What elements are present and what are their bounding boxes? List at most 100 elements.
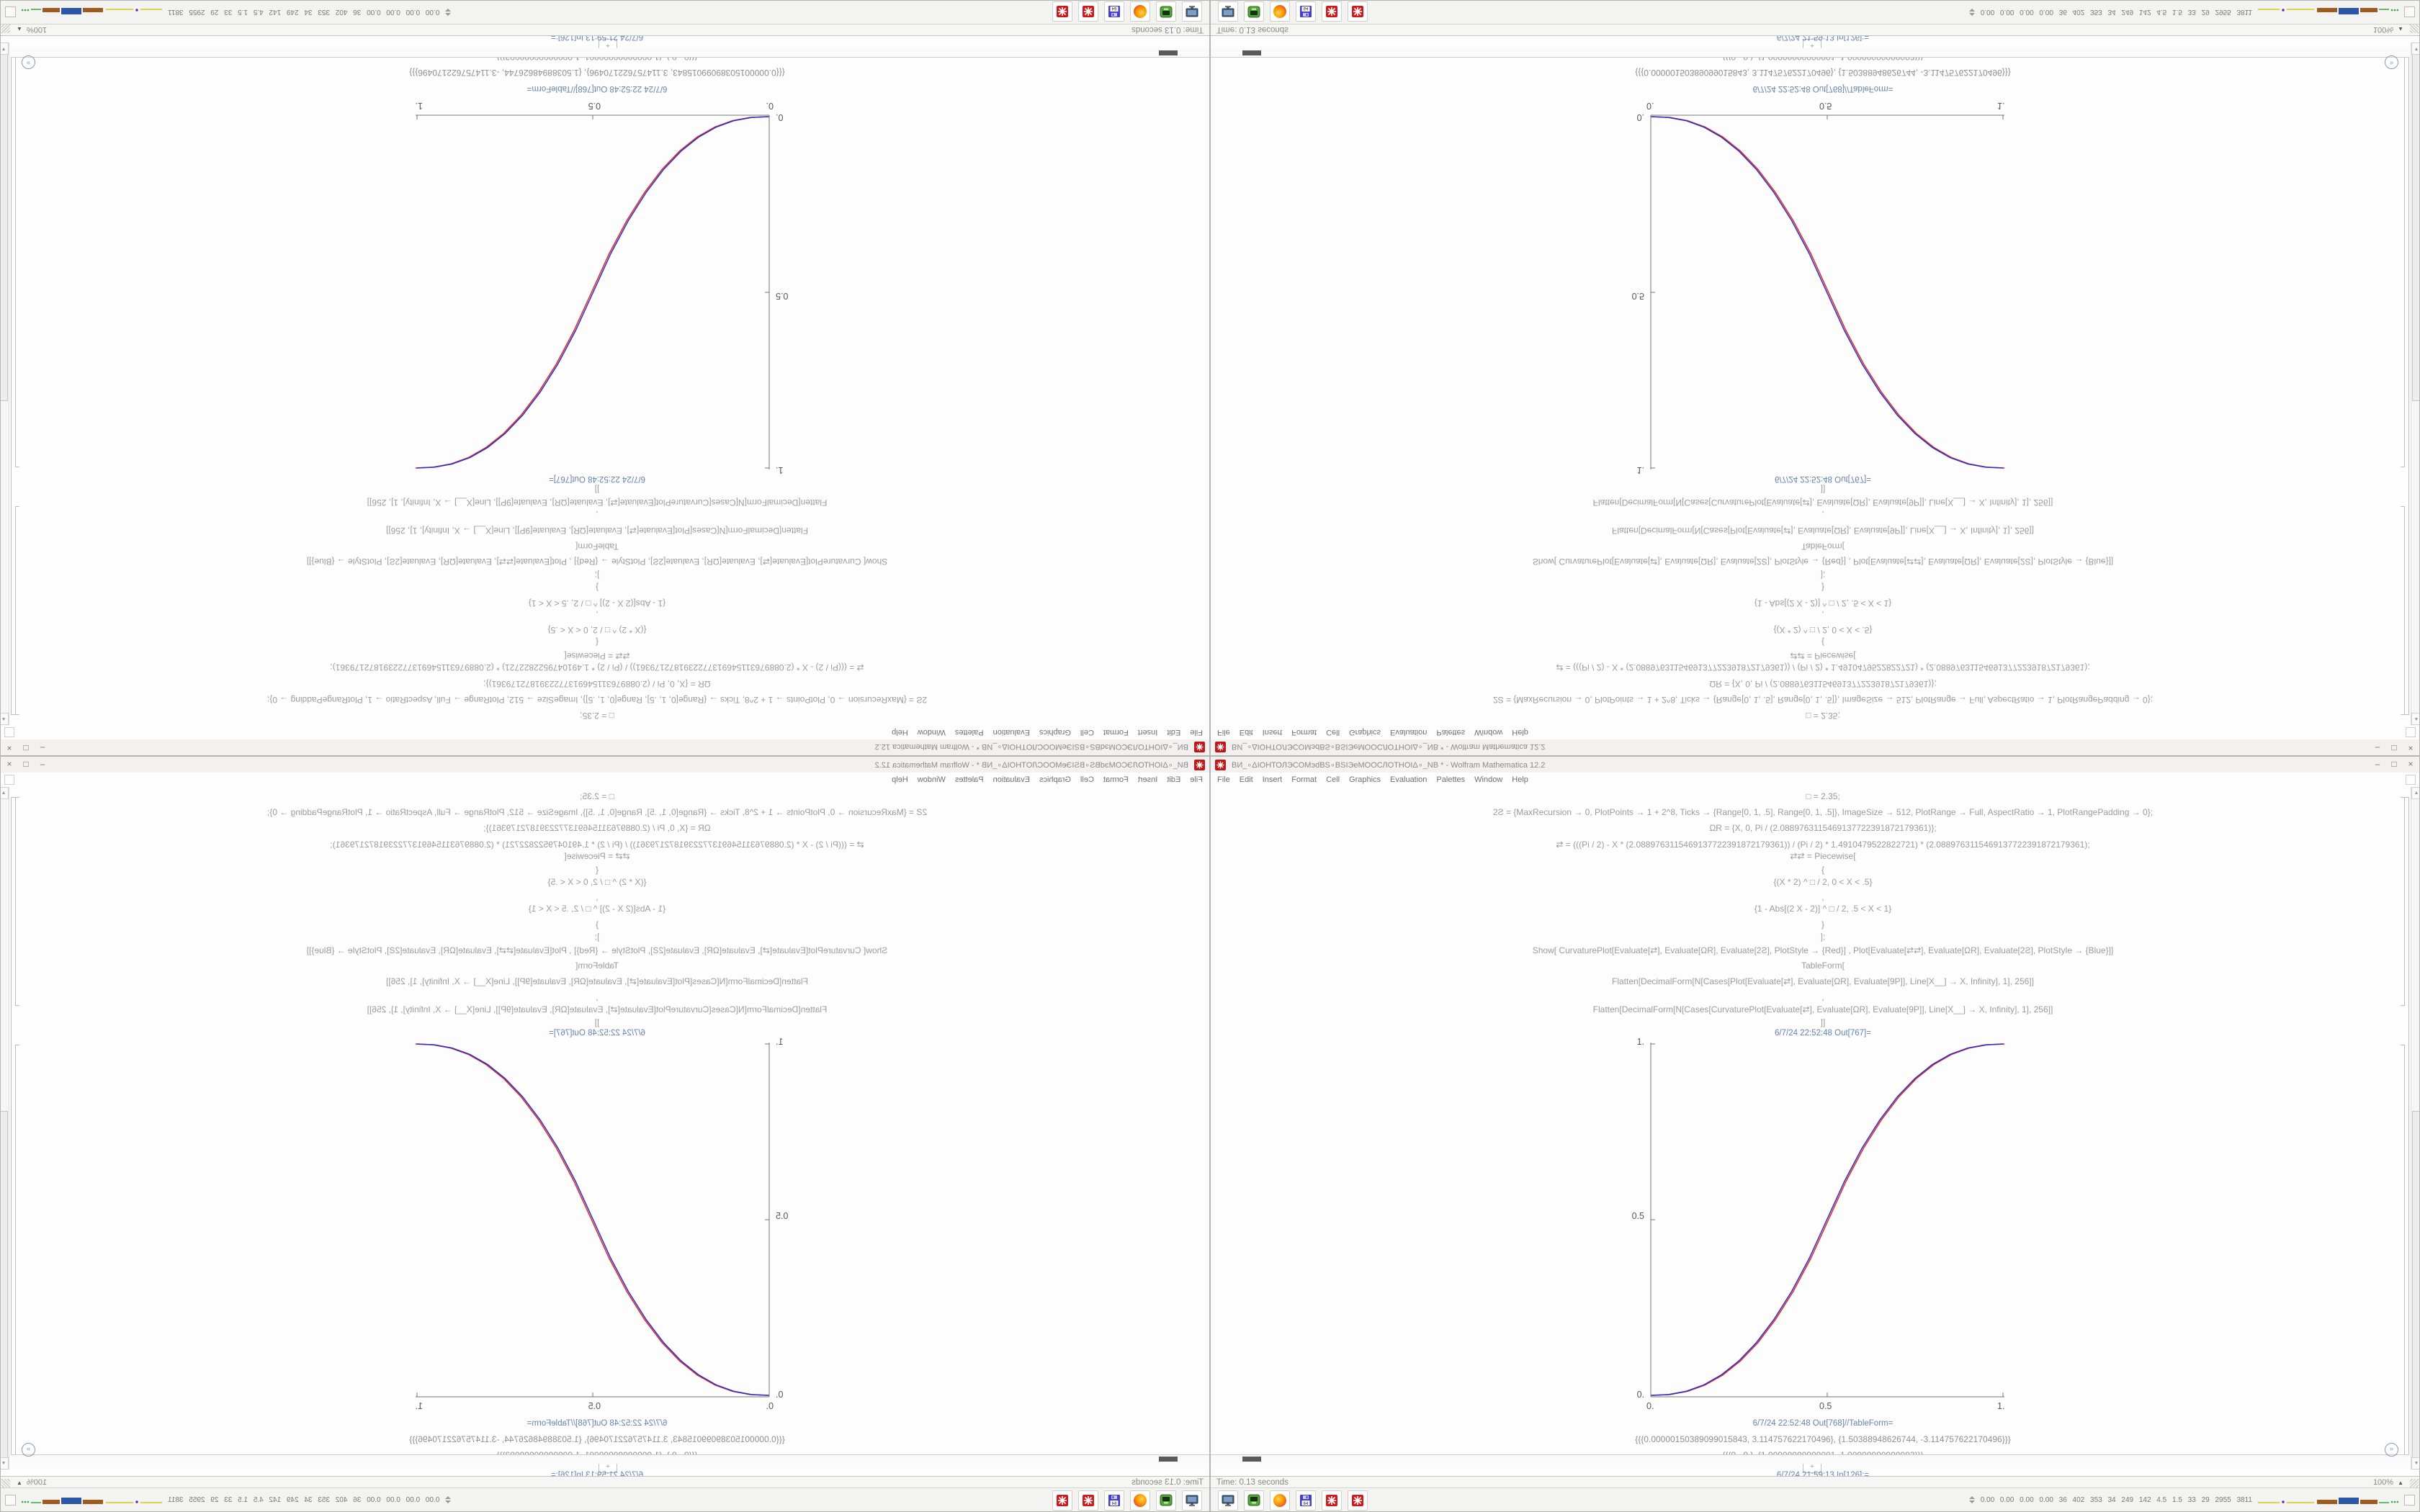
tray-collapse-icon[interactable] — [445, 1496, 452, 1503]
code-line[interactable]: } — [1821, 582, 1824, 593]
zoom-level[interactable]: 100% — [2372, 1478, 2394, 1487]
taskbar-item[interactable] — [1218, 1490, 1238, 1511]
close-button[interactable]: × — [2408, 743, 2414, 753]
taskbar-item[interactable]: 64 — [1104, 1490, 1124, 1511]
scroll-to-output-icon[interactable]: » — [22, 55, 35, 69]
close-button[interactable]: × — [6, 743, 12, 753]
code-line[interactable]: ]; — [1820, 570, 1826, 580]
menu-cell[interactable]: Cell — [1326, 775, 1340, 784]
code-line[interactable]: } — [596, 919, 599, 930]
code-line[interactable]: ⇄⇄ = Piecewise[ — [1790, 651, 1856, 661]
tray-collapse-icon[interactable] — [445, 9, 452, 16]
taskbar-item[interactable] — [1218, 1, 1238, 22]
scroll-to-output-icon[interactable]: » — [22, 1443, 35, 1457]
code-line[interactable]: {1 - Abs[(2 X - 2)] ^ □ / 2, .5 < X < 1} — [1754, 598, 1892, 608]
menu-file[interactable]: File — [1190, 775, 1203, 784]
code-line[interactable]: { — [1821, 637, 1824, 647]
taskbar-item[interactable] — [1244, 1, 1264, 22]
vertical-scrollbar[interactable]: ▲ ▼ — [2411, 42, 2419, 725]
menu-format[interactable]: Format — [1291, 775, 1317, 784]
code-line[interactable]: , — [596, 610, 599, 620]
maximize-button[interactable]: □ — [2391, 743, 2397, 753]
taskbar-item[interactable] — [1078, 1, 1098, 22]
code-line[interactable]: ]; — [594, 570, 600, 580]
menu-graphics[interactable]: Graphics — [1349, 728, 1381, 737]
tray-widget-box[interactable] — [5, 1494, 16, 1506]
taskbar-item[interactable] — [1270, 1, 1290, 22]
tray-widget-box[interactable] — [2404, 1494, 2415, 1506]
menu-insert[interactable]: Insert — [1262, 775, 1283, 784]
vertical-scrollbar[interactable]: ▲ ▼ — [1, 787, 9, 1470]
code-line[interactable]: ⇄⇄ = Piecewise[ — [1790, 851, 1856, 861]
code-line[interactable]: ⇄ = (((Pi / 2) - X * (2.0889763115469137… — [330, 840, 864, 850]
menu-palettes[interactable]: Palettes — [1436, 728, 1466, 737]
cell-bracket-outer-group[interactable] — [11, 797, 15, 1462]
taskbar-item[interactable] — [1052, 1490, 1072, 1511]
code-line[interactable]: □ = 2.35; — [1806, 791, 1840, 801]
code-line[interactable]: Flatten[DecimalForm[N[Cases[Plot[Evaluat… — [386, 526, 808, 536]
code-line[interactable]: ΩR = {X, 0, Pi / (2.08897631154691377223… — [1709, 823, 1937, 833]
cell-bracket-outer-group[interactable] — [11, 50, 15, 715]
menu-edit[interactable]: Edit — [1239, 728, 1253, 737]
zoom-popup-icon[interactable]: ▲ — [2398, 26, 2403, 33]
title-bar[interactable]: ВИ_∘ΔІОНТОЛЭСОМэdВЅ∘ВЅІЭеМООСЛОТНОІΔ∘_NB… — [1, 739, 1209, 755]
code-line[interactable]: ]; — [1820, 932, 1826, 942]
menu-overflow-icon[interactable] — [4, 727, 14, 737]
resize-grip[interactable] — [2410, 24, 2419, 33]
menu-window[interactable]: Window — [917, 775, 946, 784]
minimize-button[interactable]: – — [2375, 759, 2380, 769]
menu-format[interactable]: Format — [1103, 728, 1129, 737]
zoom-popup-icon[interactable]: ▲ — [17, 26, 22, 33]
menu-file[interactable]: File — [1190, 728, 1203, 737]
taskbar-item[interactable] — [1322, 1, 1342, 22]
menu-evaluation[interactable]: Evaluation — [1390, 775, 1428, 784]
taskbar-item[interactable] — [1348, 1, 1368, 22]
code-line[interactable]: Flatten[DecimalForm[N[Cases[CurvaturePlo… — [367, 1004, 828, 1014]
code-line[interactable]: TableForm[ — [575, 541, 619, 552]
taskbar-item[interactable] — [1244, 1490, 1264, 1511]
code-line[interactable]: { — [596, 637, 599, 647]
horizontal-scrollbar[interactable] — [1211, 48, 2409, 58]
code-line[interactable]: Flatten[DecimalForm[N[Cases[Plot[Evaluat… — [1612, 526, 2034, 536]
taskbar-item[interactable]: 64 — [1296, 1, 1316, 22]
menu-cell[interactable]: Cell — [1080, 728, 1094, 737]
menu-palettes[interactable]: Palettes — [954, 775, 984, 784]
menu-edit[interactable]: Edit — [1239, 775, 1253, 784]
title-bar[interactable]: ВИ_∘ΔІОНТОЛЭСОМэdВЅ∘ВЅІЭеМООСЛОТНОІΔ∘_NB… — [1211, 757, 2419, 773]
menu-evaluation[interactable]: Evaluation — [992, 728, 1030, 737]
menu-edit[interactable]: Edit — [1167, 728, 1181, 737]
taskbar-item[interactable] — [1052, 1, 1072, 22]
code-line[interactable]: ]] — [1820, 485, 1826, 495]
cell-bracket-output-group[interactable] — [15, 1045, 19, 1462]
vertical-scrollbar[interactable]: ▲ ▼ — [1, 42, 9, 725]
menu-graphics[interactable]: Graphics — [1349, 775, 1381, 784]
code-line[interactable]: {(X * 2) ^ □ / 2, 0 < X < .5} — [1773, 625, 1873, 635]
cell-bracket-input-group[interactable] — [15, 797, 19, 1006]
taskbar-item[interactable]: 64 — [1104, 1, 1124, 22]
taskbar-item[interactable] — [1130, 1, 1150, 22]
horizontal-scrollbar-thumb[interactable] — [1242, 1457, 1261, 1462]
taskbar-item[interactable] — [1182, 1490, 1202, 1511]
code-line[interactable]: ΩR = {X, 0, Pi / (2.08897631154691377223… — [483, 823, 711, 833]
code-line[interactable]: ⇄ = (((Pi / 2) - X * (2.0889763115469137… — [1556, 662, 2090, 672]
horizontal-scrollbar-thumb[interactable] — [1159, 1457, 1178, 1462]
code-line[interactable]: □ = 2.35; — [580, 791, 614, 801]
vertical-scrollbar-thumb[interactable] — [2412, 54, 2419, 401]
code-line[interactable]: □ = 2.35; — [580, 711, 614, 721]
code-line[interactable]: {1 - Abs[(2 X - 2)] ^ □ / 2, .5 < X < 1} — [528, 598, 666, 608]
resize-grip[interactable] — [2410, 1479, 2419, 1488]
code-line[interactable]: ΩR = {X, 0, Pi / (2.08897631154691377223… — [483, 679, 711, 689]
zoom-level[interactable]: 100% — [2372, 25, 2394, 34]
minimize-button[interactable]: – — [2375, 743, 2380, 753]
taskbar-item[interactable] — [1182, 1, 1202, 22]
code-line[interactable]: ΩR = {X, 0, Pi / (2.08897631154691377223… — [1709, 679, 1937, 689]
code-line[interactable]: ]] — [1820, 1017, 1826, 1027]
maximize-button[interactable]: □ — [23, 743, 29, 753]
horizontal-scrollbar[interactable] — [11, 1454, 1209, 1464]
code-line[interactable]: , — [596, 992, 599, 1002]
tray-collapse-icon[interactable] — [1968, 9, 1975, 16]
code-line[interactable]: TableForm[ — [1801, 541, 1845, 552]
menu-window[interactable]: Window — [1474, 728, 1503, 737]
code-line[interactable]: {1 - Abs[(2 X - 2)] ^ □ / 2, .5 < X < 1} — [1754, 904, 1892, 914]
scroll-to-output-icon[interactable]: » — [2385, 55, 2398, 69]
